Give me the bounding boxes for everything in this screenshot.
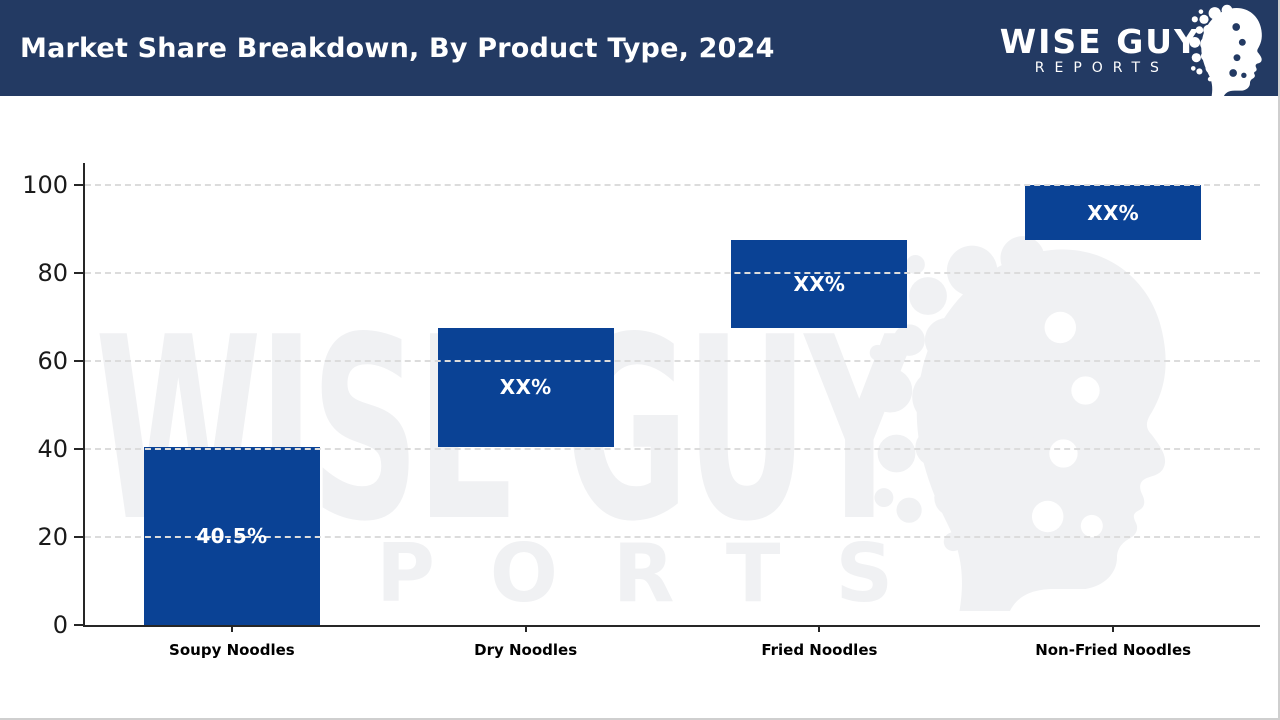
- x-tick-1: [524, 625, 527, 632]
- bar-soupy-noodles: [143, 446, 320, 625]
- gridline-60: [85, 360, 1260, 362]
- watermark-face-icon: [868, 236, 1166, 611]
- gridline-20: [85, 536, 1260, 538]
- bar-dry-noodles: [437, 328, 614, 447]
- bar-value-label: XX%: [1087, 200, 1140, 225]
- y-tick-label-80: 80: [37, 259, 68, 287]
- bar-value-label: XX%: [499, 375, 552, 400]
- x-tick-0: [230, 625, 233, 632]
- logo-text: WISE GUY REPORTS: [999, 22, 1200, 76]
- bar-value-label: XX%: [793, 272, 846, 296]
- brand-logo: WISE GUY REPORTS: [1000, 4, 1268, 96]
- gridline-40: [85, 448, 1260, 450]
- x-tick-label-2: Fried Noodles: [761, 641, 878, 659]
- gridline-80: [85, 272, 1260, 274]
- y-tick-80: [74, 272, 83, 274]
- gridline-100: [85, 184, 1260, 186]
- logo-face-icon: [1189, 4, 1262, 96]
- bar-fried-noodles: [731, 240, 908, 328]
- y-tick-20: [74, 536, 83, 538]
- x-axis-spine: [83, 625, 1260, 627]
- y-tick-label-40: 40: [37, 435, 68, 463]
- logo-subtitle: REPORTS: [1034, 59, 1169, 76]
- page-title: Market Share Breakdown, By Product Type,…: [20, 32, 775, 64]
- y-tick-0: [74, 624, 83, 626]
- y-axis-spine: [83, 163, 85, 627]
- x-tick-label-1: Dry Noodles: [474, 641, 578, 659]
- x-tick-2: [818, 625, 821, 632]
- y-tick-label-60: 60: [37, 347, 68, 375]
- x-tick-label-3: Non-Fried Noodles: [1035, 641, 1192, 659]
- bar-non-fried-noodles: [1025, 185, 1202, 240]
- y-tick-label-20: 20: [37, 523, 68, 551]
- y-tick-40: [74, 448, 83, 450]
- bar-value-label: 40.5%: [196, 523, 268, 548]
- logo-wordmark: WISE GUY: [999, 22, 1200, 62]
- y-tick-100: [74, 184, 83, 186]
- plot-area: 0 20 40 60 80 100 40.5% Soupy Noodles XX% Dry Noo…: [22, 163, 1260, 659]
- x-tick-3: [1112, 625, 1115, 632]
- x-tick-label-0: Soupy Noodles: [169, 641, 295, 659]
- y-tick-60: [74, 360, 83, 362]
- y-tick-label-0: 0: [52, 611, 68, 639]
- y-tick-label-100: 100: [22, 171, 68, 199]
- header-bar: Market Share Breakdown, By Product Type,…: [0, 0, 1278, 96]
